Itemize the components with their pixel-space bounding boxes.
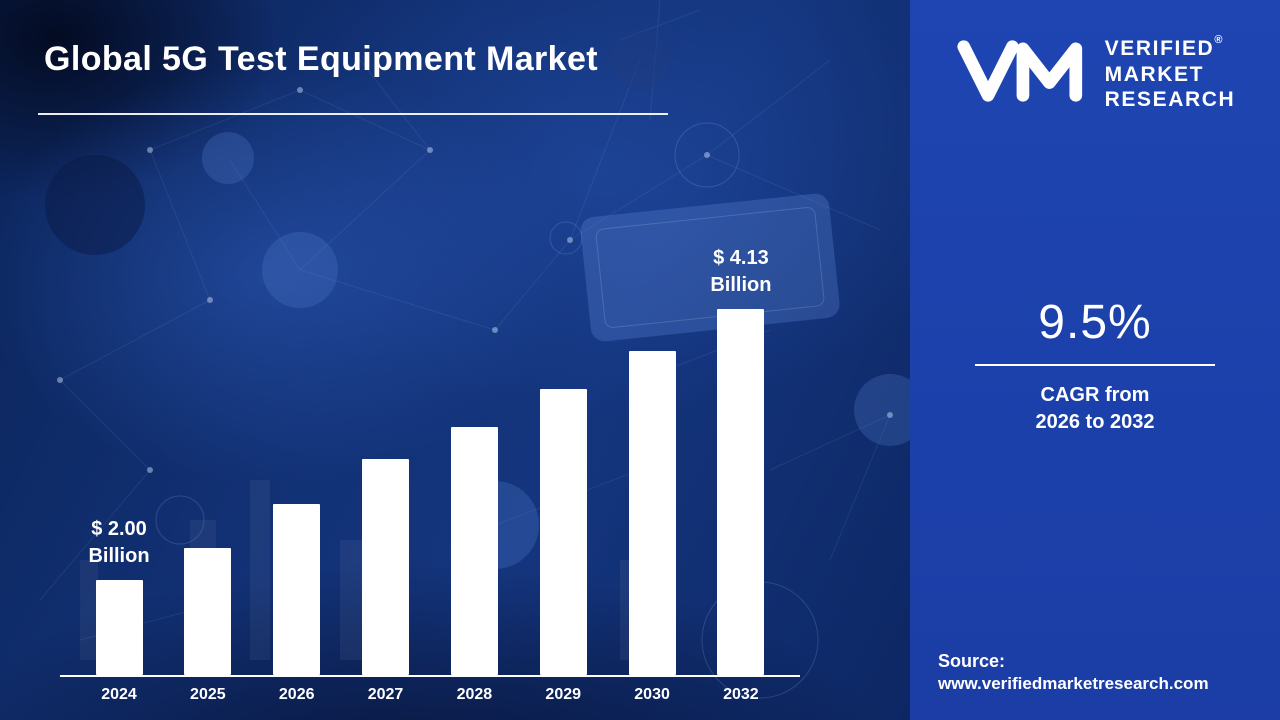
info-panel: VERIFIED® MARKET RESEARCH 9.5% CAGR from… (910, 0, 1280, 720)
bar-chart-bars: $ 2.00 Billion $ 4.13 Billion (60, 245, 800, 675)
x-tick-label: 2030 (634, 686, 670, 703)
bar-2026 (273, 504, 321, 675)
chart-panel: Global 5G Test Equipment Market $ 2.00 B… (0, 0, 910, 720)
vmr-logo-icon (957, 40, 1082, 102)
bar-2032 (717, 309, 765, 675)
x-tick-label: 2025 (190, 686, 226, 703)
bar-column (435, 417, 513, 675)
bar-chart-ticks: 2024 2025 2026 2027 2028 2029 2030 2032 (60, 677, 800, 704)
bar-column (169, 538, 247, 675)
bar-2025 (184, 548, 232, 675)
source-url: www.verifiedmarketresearch.com (938, 674, 1209, 694)
bar-value-label: $ 4.13 Billion (710, 247, 772, 296)
vmr-logo: VERIFIED® MARKET RESEARCH (955, 34, 1236, 113)
x-tick-label: 2024 (101, 686, 137, 703)
cagr-label: CAGR from 2026 to 2032 (1036, 382, 1155, 436)
bar-2024 (95, 580, 143, 675)
bar-column (613, 341, 691, 675)
logo-line-3: RESEARCH (1104, 88, 1236, 112)
page-title: Global 5G Test Equipment Market (44, 40, 598, 78)
bar-2028 (450, 427, 498, 675)
x-tick-label: 2026 (278, 686, 315, 703)
cagr-label-line-2: 2026 to 2032 (1035, 410, 1155, 433)
x-tick-label: 2028 (456, 686, 493, 703)
x-axis-line (60, 675, 800, 677)
source-label: Source: (938, 650, 1006, 671)
logo-line-1: VERIFIED® (1104, 34, 1223, 60)
x-tick-label: 2032 (723, 686, 759, 703)
bar-chart: $ 2.00 Billion $ 4.13 Billion 2024 2025 202… (60, 245, 800, 704)
bar-column: $ 4.13 Billion (702, 245, 780, 675)
bar-column (347, 449, 425, 675)
x-tick-label: 2027 (367, 686, 404, 703)
bar-2027 (362, 459, 410, 675)
source-block: Source: www.verifiedmarketresearch.com (934, 649, 1209, 696)
cagr-value: 9.5% (1038, 295, 1152, 349)
bar-2030 (628, 351, 676, 675)
bar-column (524, 379, 602, 675)
bar-column (258, 494, 336, 675)
registered-mark: ® (1214, 34, 1223, 46)
cagr-divider (975, 363, 1215, 366)
cagr-label-line-1: CAGR from (1040, 383, 1150, 406)
bar-value-label: $ 2.00 Billion (88, 518, 150, 567)
logo-line-2: MARKET (1104, 62, 1205, 86)
title-underline (38, 113, 668, 115)
vmr-logo-wordmark: VERIFIED® MARKET RESEARCH (1105, 34, 1236, 113)
bar-2029 (539, 389, 587, 675)
bar-column: $ 2.00 Billion (80, 516, 158, 675)
x-tick-label: 2029 (545, 686, 582, 703)
